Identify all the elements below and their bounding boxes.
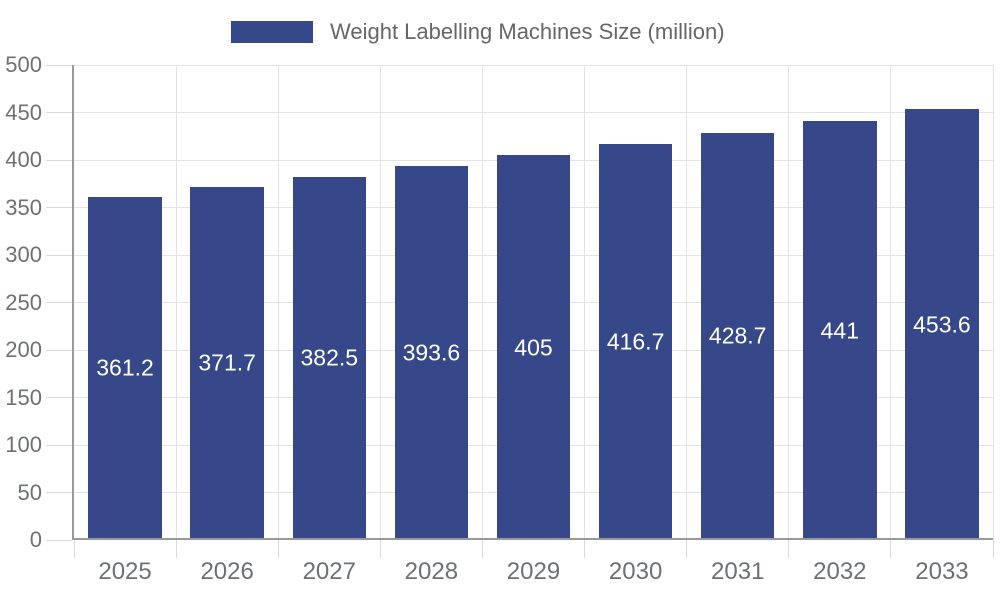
- gridline-horizontal: [74, 64, 993, 66]
- x-axis-tick: [481, 540, 483, 558]
- y-axis-tick-label: 250: [5, 289, 42, 315]
- bar[interactable]: 441: [803, 121, 877, 540]
- x-axis-tick: [175, 540, 177, 558]
- y-axis-tick-label: 300: [5, 242, 42, 267]
- bar[interactable]: 453.6: [905, 109, 979, 540]
- x-axis-tick: [686, 540, 688, 558]
- x-axis-tick-label: 2033: [915, 558, 969, 585]
- bar-value-label: 361.2: [96, 354, 154, 381]
- y-axis-tick-label: 500: [5, 52, 42, 77]
- gridline-vertical: [788, 65, 790, 540]
- bar-value-label: 382.5: [300, 344, 359, 371]
- x-axis-line: [74, 538, 993, 540]
- x-axis-tick: [890, 540, 892, 558]
- y-axis-tick-label: 450: [5, 99, 42, 125]
- bar[interactable]: 371.7: [190, 186, 264, 540]
- bar-value-label: 441: [820, 317, 859, 344]
- y-axis-tick: [46, 254, 72, 256]
- bar[interactable]: 382.5: [292, 176, 367, 540]
- gridline-vertical: [686, 65, 688, 540]
- gridline-vertical: [379, 65, 381, 540]
- x-axis-tick-label: 2025: [98, 558, 152, 585]
- legend-swatch: [231, 21, 313, 43]
- bar-value-label: 416.7: [606, 328, 665, 355]
- gridline-vertical: [481, 65, 483, 540]
- x-axis-tick-label: 2029: [506, 558, 561, 585]
- y-axis-tick: [46, 302, 72, 303]
- bar-value-label: 428.7: [708, 322, 767, 349]
- x-axis-tick-label: 2028: [404, 558, 459, 585]
- x-axis-tick-label: 2026: [200, 558, 254, 585]
- y-axis-tick: [46, 444, 72, 446]
- gridline-vertical: [584, 65, 586, 540]
- y-axis-tick-label: 400: [5, 147, 42, 172]
- x-axis-tick: [584, 540, 586, 558]
- bar[interactable]: 405: [496, 155, 571, 540]
- plot-area: 0 50 100 150 200 250 300 350 400 450 500 2025 2026 20…: [5, 52, 994, 585]
- y-axis-tick-label: 0: [29, 527, 42, 552]
- y-axis-tick: [46, 492, 72, 493]
- x-axis-tick: [992, 540, 994, 558]
- y-axis-tick: [46, 159, 72, 161]
- y-axis-tick: [46, 397, 72, 398]
- y-axis-tick: [46, 207, 72, 208]
- gridline-vertical: [277, 65, 279, 540]
- gridline-horizontal: [74, 112, 993, 113]
- x-axis-tick-label: 2031: [711, 558, 765, 585]
- bar[interactable]: 416.7: [598, 144, 673, 540]
- gridline-vertical: [890, 65, 892, 540]
- bar-value-label: 371.7: [198, 349, 256, 376]
- y-axis-tick-label: 100: [5, 432, 42, 457]
- bar-value-label: 453.6: [913, 311, 971, 338]
- bar-value-label: 405: [514, 334, 553, 361]
- bar[interactable]: 361.2: [88, 196, 162, 540]
- y-axis-tick-label: 200: [5, 337, 42, 362]
- y-axis-tick: [46, 112, 72, 113]
- y-axis-tick-label: 50: [17, 479, 42, 505]
- x-axis-tick: [277, 540, 279, 558]
- bar[interactable]: 393.6: [394, 166, 469, 540]
- x-axis-tick: [788, 540, 790, 558]
- gridline-vertical: [992, 65, 994, 540]
- x-axis-tick: [379, 540, 381, 558]
- legend-item[interactable]: Weight Labelling Machines Size (million): [231, 20, 725, 44]
- x-axis-tick-label: 2027: [302, 558, 356, 585]
- legend-label: Weight Labelling Machines Size (million): [330, 19, 725, 44]
- y-axis-tick: [46, 64, 72, 66]
- y-axis-tick: [46, 349, 72, 351]
- y-axis-tick: [46, 539, 72, 541]
- y-axis-line: [72, 65, 74, 540]
- x-axis-tick-label: 2032: [813, 558, 867, 585]
- y-axis-tick-label: 150: [5, 384, 42, 410]
- bar-value-label: 393.6: [402, 339, 461, 366]
- bar[interactable]: 428.7: [700, 132, 775, 540]
- gridline-vertical: [175, 65, 177, 540]
- y-axis-tick-label: 350: [5, 194, 42, 220]
- x-axis-tick: [73, 540, 75, 558]
- x-axis-tick-label: 2030: [608, 558, 663, 585]
